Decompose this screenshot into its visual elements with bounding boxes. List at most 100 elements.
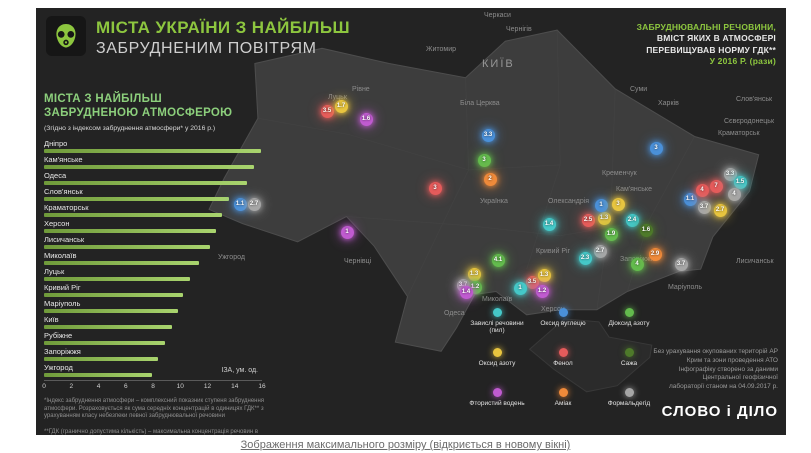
legend-item: Оксид азоту [466,348,528,388]
credit-line: Інфографіку створено за даними [678,365,778,373]
map-city-label: Маріуполь [668,284,703,291]
legend-item: Оксид вуглецю [532,308,594,348]
footnote-iza: *Індекс забруднення атмосфери – комплекс… [44,397,265,420]
legend-label: Фенол [553,360,573,367]
ammonia-dot-icon [558,388,568,397]
bar-row: Лисичанськ [44,235,262,249]
infographic: МІСТА УКРАЇНИ З НАЙБІЛЬШ ЗАБРУДНЕНИМ ПОВ… [36,8,786,435]
bar-track [44,212,262,217]
map-title-line-4: У 2016 Р. (рази) [709,56,776,67]
x-axis-tick: 6 [123,382,128,390]
bar-row: Миколаїв [44,251,262,265]
pollutant-marker-phenol: 7 [709,179,723,193]
map-city-label: Слов'янськ [736,96,773,103]
pollutant-marker-nitrogen_oxide: 3 [611,197,625,211]
map-city-label: Луцьк [328,94,347,101]
bar-city-label: Одеса [44,170,67,180]
pollutant-marker-formaldehyde: 3.3 [723,167,737,181]
map-legend-title: ЗАБРУДНЮВАЛЬНІ РЕЧОВИНИ, ВМІСТ ЯКИХ В АТ… [637,22,776,68]
soot-dot-icon [624,348,634,357]
map-city-label: Лисичанськ [736,258,774,265]
legend-item: Сажа [598,348,660,388]
pollutant-marker-carbon_oxide: 3.3 [481,128,495,142]
bar-row: Ужгород [44,363,262,377]
map-city-label: Харків [658,100,679,107]
x-axis: ІЗА, ум. од. 0 2 4 6 8 10 12 14 16 [42,367,265,390]
bar-row: Рубіжне [44,331,262,345]
map-city-label: Українка [480,198,508,205]
map-title-line-1: ЗАБРУДНЮВАЛЬНІ РЕЧОВИНИ, [636,22,776,32]
bar-city-label: Слов'янськ [44,186,83,196]
bar-city-label: Херсон [44,218,70,228]
bar-city-label: Ужгород [44,362,73,372]
pollutant-marker-formaldehyde: 3.7 [674,257,688,271]
map-city-label: КИЇВ [482,58,515,70]
pollutant-marker-soot: 1.6 [639,223,653,237]
pollutant-marker-dust: 2.3 [578,251,592,265]
nitrogen_oxide-dot-icon [492,348,502,357]
pollutant-marker-carbon_oxide: 3 [649,141,663,155]
bar-track [44,308,262,313]
chart-subtitle: (Згідно з індексом забруднення атмосфери… [44,124,216,132]
bar [44,212,223,217]
bar [44,180,247,185]
crimea-outline [528,318,653,393]
legend-label: Аміак [554,400,572,407]
credit-line: Центральної геофізичної [702,374,778,382]
x-axis-tick: 12 [203,382,212,390]
bar-track [44,260,262,265]
pollutant-marker-ammonia: 2.9 [648,247,662,261]
map-city-label: Черкаси [484,12,511,19]
bar-row: Одеса [44,171,262,185]
pollutant-marker-nitrogen_oxide: 1.3 [597,211,611,225]
bar-row: Дніпро [44,139,262,153]
credits-block: Без урахування окупованих територій АР Кр… [653,348,778,392]
bar [44,196,230,201]
bar-track [44,228,262,233]
bar [44,228,216,233]
formaldehyde-dot-icon [624,388,634,397]
bar-city-label: Лисичанськ [44,234,85,244]
bar-row: Маріуполь [44,299,262,313]
bar-row: Слов'янськ [44,187,262,201]
bar [44,324,173,329]
pollutant-marker-nitrogen_dioxide: 4.1 [491,253,505,267]
legend-label: Фтористий водень [469,400,525,407]
nitrogen_dioxide-dot-icon [624,308,634,317]
map-city-label: Олександрія [548,198,590,205]
chart-title-line-2: ЗАБРУДНЕНОЮ АТМОСФЕРОЮ [44,107,233,120]
bar-row: Луцьк [44,267,262,281]
pollutant-marker-hydrogen_fluoride: 1.6 [359,112,373,126]
chart-title-line-1: МІСТА З НАЙБІЛЬШ [44,93,163,105]
map-city-label: Біла Церква [460,100,500,107]
pollutant-marker-dust: 1.4 [542,217,556,231]
pollutant-marker-nitrogen_oxide: 1.3 [537,268,551,282]
pollutant-marker-nitrogen_oxide: 1.3 [467,267,481,281]
bar-city-label: Рубіжне [44,330,73,340]
map-city-label: Краматорськ [718,130,760,137]
hydrogen_fluoride-dot-icon [492,388,502,397]
map-city-label: Кременчук [602,170,637,177]
bar [44,148,261,153]
bar-row: Київ [44,315,262,329]
pollutant-marker-formaldehyde: 2.7 [593,244,607,258]
legend-item: Фенол [532,348,594,388]
fullsize-image-link[interactable]: Зображення максимального розміру (відкри… [240,439,571,451]
bar-track [44,372,262,377]
pollutant-marker-hydrogen_fluoride: 1.4 [459,285,473,299]
bar-city-label: Миколаїв [44,250,77,260]
x-axis-label: ІЗА, ум. од. [221,366,258,374]
x-axis-tick: 4 [96,382,101,390]
x-axis-tick: 14 [231,382,239,390]
pollutant-marker-nitrogen_dioxide: 4 [630,257,644,271]
bar-track [44,180,262,185]
bar [44,260,200,265]
pollutant-marker-nitrogen_dioxide: 3 [477,153,491,167]
map-city-label: Сєвєродонецьк [724,118,775,125]
pollutant-marker-phenol: 4 [695,183,709,197]
pollutant-marker-formaldehyde: 3.7 [697,200,711,214]
bar [44,372,152,377]
pollutant-marker-dust: 1 [513,281,527,295]
pollutant-marker-formaldehyde: 2.7 [247,197,261,211]
pollutant-marker-nitrogen_dioxide: 1.9 [604,227,618,241]
